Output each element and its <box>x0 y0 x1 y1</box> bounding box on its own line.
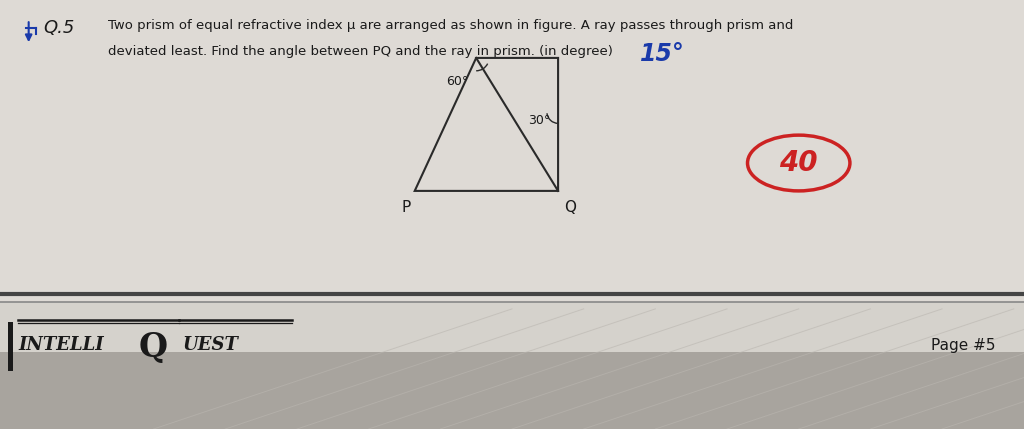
FancyBboxPatch shape <box>0 302 1024 352</box>
Text: P: P <box>401 200 412 214</box>
Text: 30°: 30° <box>528 114 551 127</box>
Text: UEST: UEST <box>182 336 239 354</box>
Text: 15°: 15° <box>640 42 685 66</box>
FancyBboxPatch shape <box>0 0 1024 302</box>
Text: 40: 40 <box>779 149 818 177</box>
Text: Q.5: Q.5 <box>43 19 75 37</box>
Text: deviated least. Find the angle between PQ and the ray in prism. (in degree): deviated least. Find the angle between P… <box>108 45 612 58</box>
Text: Q: Q <box>138 331 167 364</box>
Text: 60°: 60° <box>446 75 469 88</box>
FancyBboxPatch shape <box>8 322 12 371</box>
Text: Two prism of equal refractive index μ are arranged as shown in figure. A ray pas: Two prism of equal refractive index μ ar… <box>108 19 793 32</box>
FancyBboxPatch shape <box>0 352 1024 429</box>
Text: Page #5: Page #5 <box>931 338 995 353</box>
FancyBboxPatch shape <box>0 302 1024 429</box>
Text: Q: Q <box>564 200 577 214</box>
Text: INTELLI: INTELLI <box>18 336 104 354</box>
